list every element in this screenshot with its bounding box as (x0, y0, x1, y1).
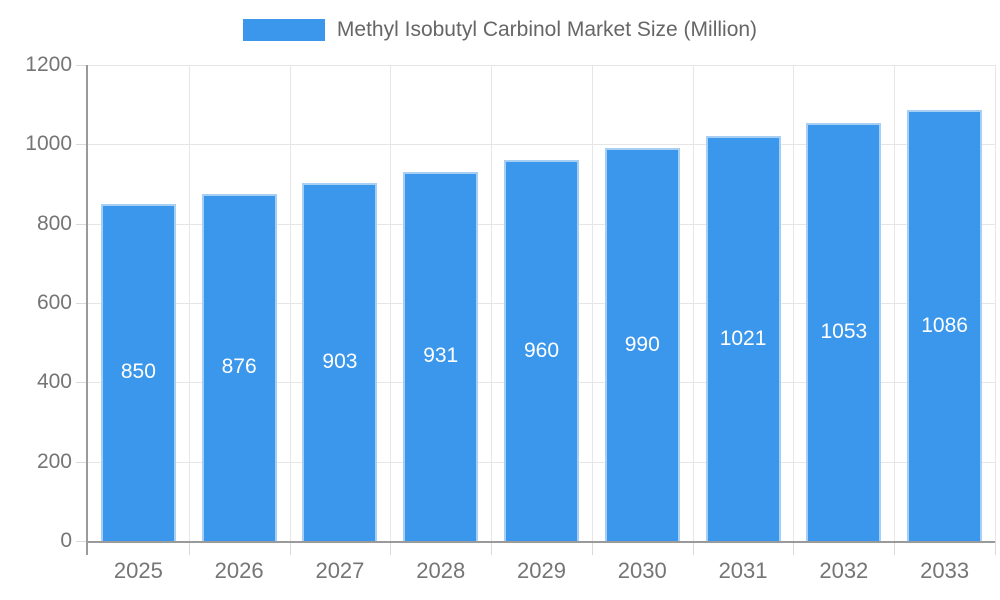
bar[interactable] (907, 110, 983, 541)
bar-value-label: 1053 (820, 320, 868, 344)
bar-value-label: 876 (221, 355, 257, 379)
gridline-vertical (289, 65, 291, 541)
bar-value-label: 850 (120, 360, 156, 384)
x-tick-label: 2028 (416, 558, 466, 583)
x-tick-label: 2033 (920, 558, 970, 583)
x-axis-tick (591, 541, 593, 555)
gridline-vertical (793, 65, 795, 541)
gridline-vertical (591, 65, 593, 541)
y-axis-tick (76, 223, 86, 225)
gridline-vertical (390, 65, 392, 541)
bar-value-label: 1086 (921, 313, 968, 337)
y-tick-label: 600 (36, 291, 72, 314)
y-axis-tick (76, 144, 86, 146)
gridline-vertical (188, 65, 190, 541)
y-tick-label: 1200 (25, 53, 72, 76)
gridline-horizontal (88, 144, 995, 146)
y-axis-tick (76, 303, 86, 304)
x-tick-label: 2032 (819, 558, 869, 583)
x-tick-label: 2027 (315, 558, 365, 583)
bar-value-label: 903 (322, 349, 358, 373)
bar-value-label: 990 (624, 332, 660, 356)
y-tick-label: 1000 (25, 132, 72, 156)
legend-swatch-icon (242, 19, 325, 41)
x-axis-tick (491, 541, 493, 555)
bar[interactable] (201, 193, 277, 541)
gridline-vertical (894, 65, 896, 541)
y-axis-tick (76, 461, 86, 463)
gridline-vertical (491, 65, 493, 541)
x-axis-tick (692, 541, 694, 555)
x-axis-tick (188, 541, 190, 555)
y-tick-label: 0 (60, 529, 72, 552)
bar[interactable] (705, 136, 781, 541)
y-axis-tick (76, 382, 86, 384)
x-axis-tick (793, 541, 795, 555)
bar[interactable] (403, 171, 479, 541)
chart-legend[interactable]: Methyl Isobutyl Carbinol Market Size (Mi… (0, 16, 1000, 44)
x-axis-tick (289, 541, 291, 555)
bar-value-label: 1021 (719, 326, 767, 350)
y-axis-line (86, 65, 88, 555)
bar-value-label: 931 (423, 344, 459, 368)
y-tick-label: 800 (36, 211, 72, 235)
x-axis-tick (390, 541, 392, 555)
bar[interactable] (604, 148, 680, 541)
x-tick-label: 2025 (113, 558, 163, 583)
bar[interactable] (100, 203, 176, 541)
bar-value-label: 960 (523, 338, 560, 362)
gridline-vertical (995, 65, 996, 541)
y-tick-label: 200 (36, 449, 72, 473)
x-axis-line (86, 541, 995, 543)
x-tick-label: 2029 (517, 558, 566, 583)
x-tick-label: 2031 (718, 558, 768, 583)
x-axis-tick (995, 541, 996, 555)
legend-label: Methyl Isobutyl Carbinol Market Size (Mi… (336, 18, 758, 41)
x-tick-label: 2026 (214, 558, 264, 583)
gridline-horizontal (88, 65, 995, 66)
gridline-vertical (692, 65, 694, 541)
y-axis-tick (76, 541, 86, 542)
x-axis-tick (894, 541, 896, 555)
bar[interactable] (302, 182, 378, 541)
bar[interactable] (504, 160, 579, 541)
y-axis-tick (76, 65, 86, 66)
x-tick-label: 2030 (617, 558, 667, 583)
y-tick-label: 400 (36, 370, 72, 394)
bar[interactable] (806, 123, 882, 541)
